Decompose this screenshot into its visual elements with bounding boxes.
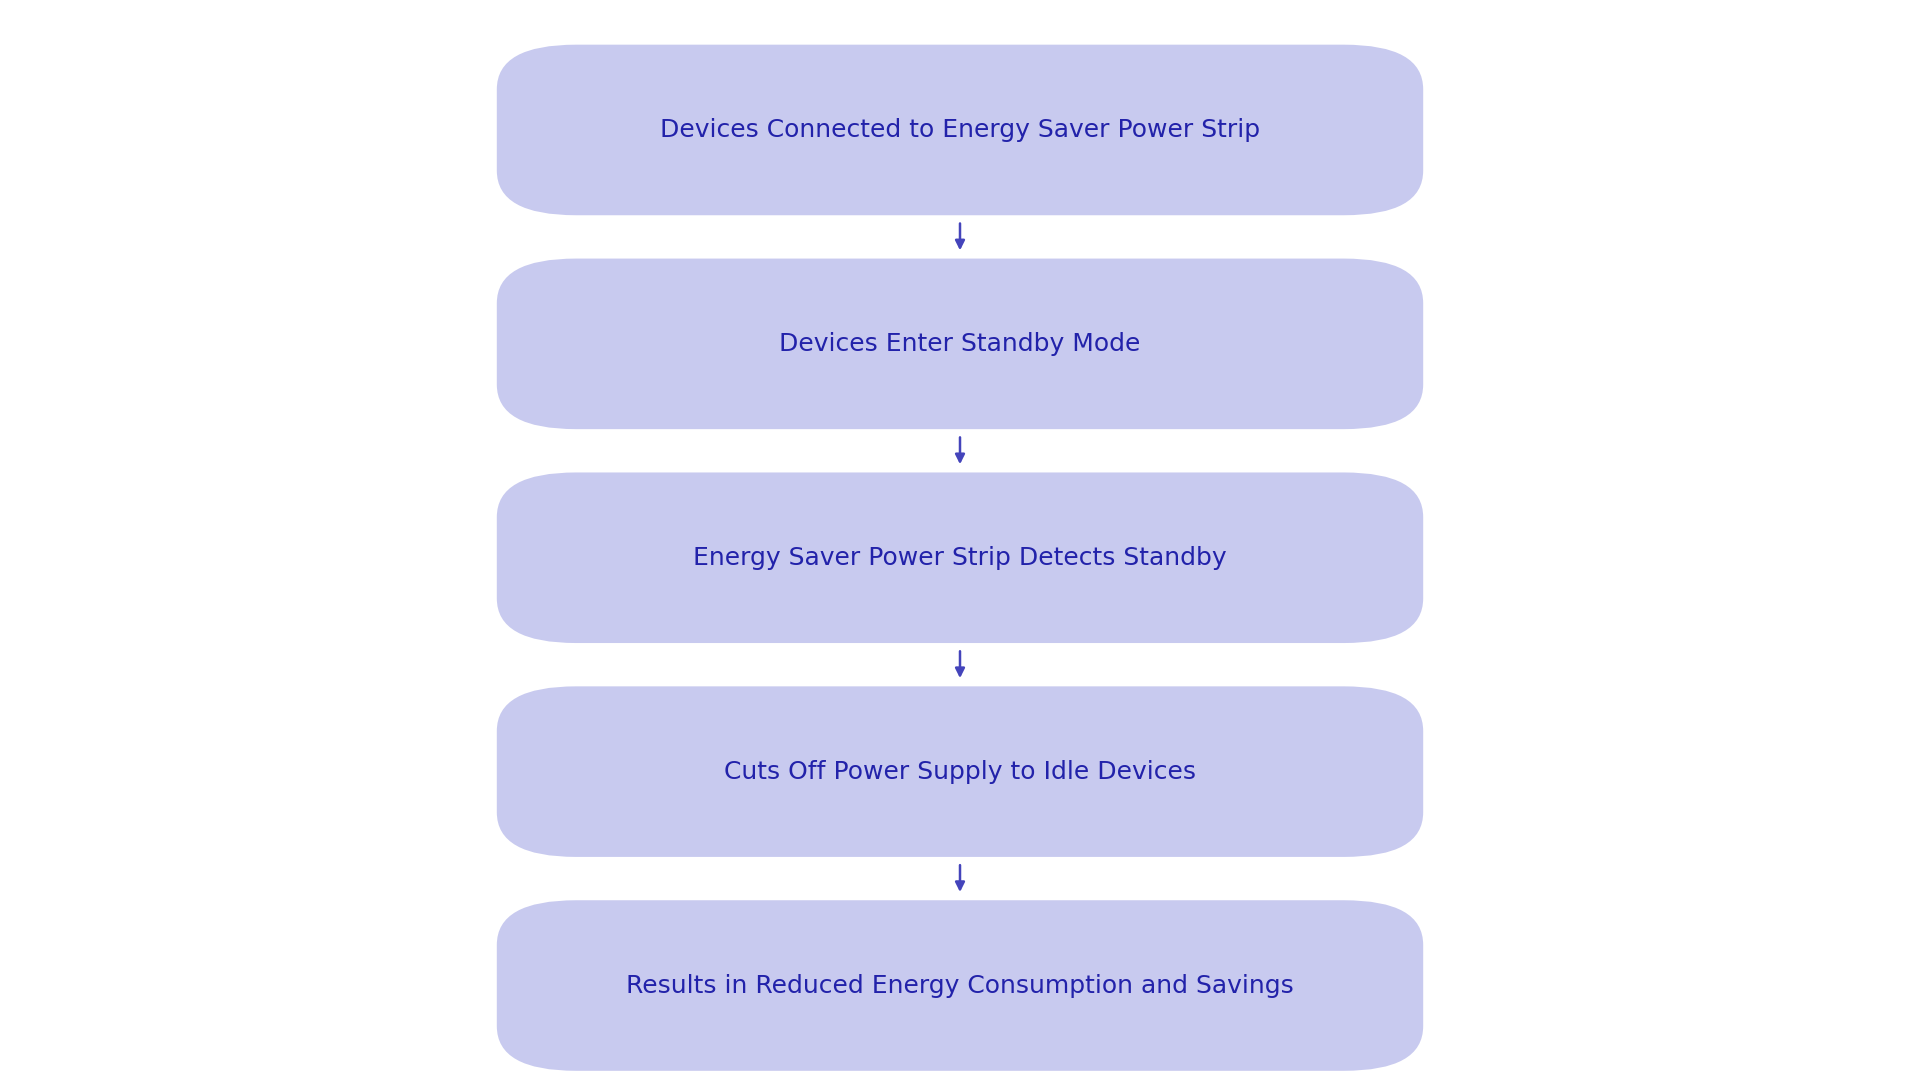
FancyBboxPatch shape <box>497 259 1423 429</box>
FancyBboxPatch shape <box>497 900 1423 1071</box>
FancyBboxPatch shape <box>497 472 1423 643</box>
Text: Energy Saver Power Strip Detects Standby: Energy Saver Power Strip Detects Standby <box>693 546 1227 570</box>
Text: Devices Enter Standby Mode: Devices Enter Standby Mode <box>780 331 1140 356</box>
FancyBboxPatch shape <box>497 44 1423 216</box>
Text: Devices Connected to Energy Saver Power Strip: Devices Connected to Energy Saver Power … <box>660 118 1260 142</box>
Text: Results in Reduced Energy Consumption and Savings: Results in Reduced Energy Consumption an… <box>626 974 1294 997</box>
Text: Cuts Off Power Supply to Idle Devices: Cuts Off Power Supply to Idle Devices <box>724 759 1196 784</box>
FancyBboxPatch shape <box>497 687 1423 857</box>
